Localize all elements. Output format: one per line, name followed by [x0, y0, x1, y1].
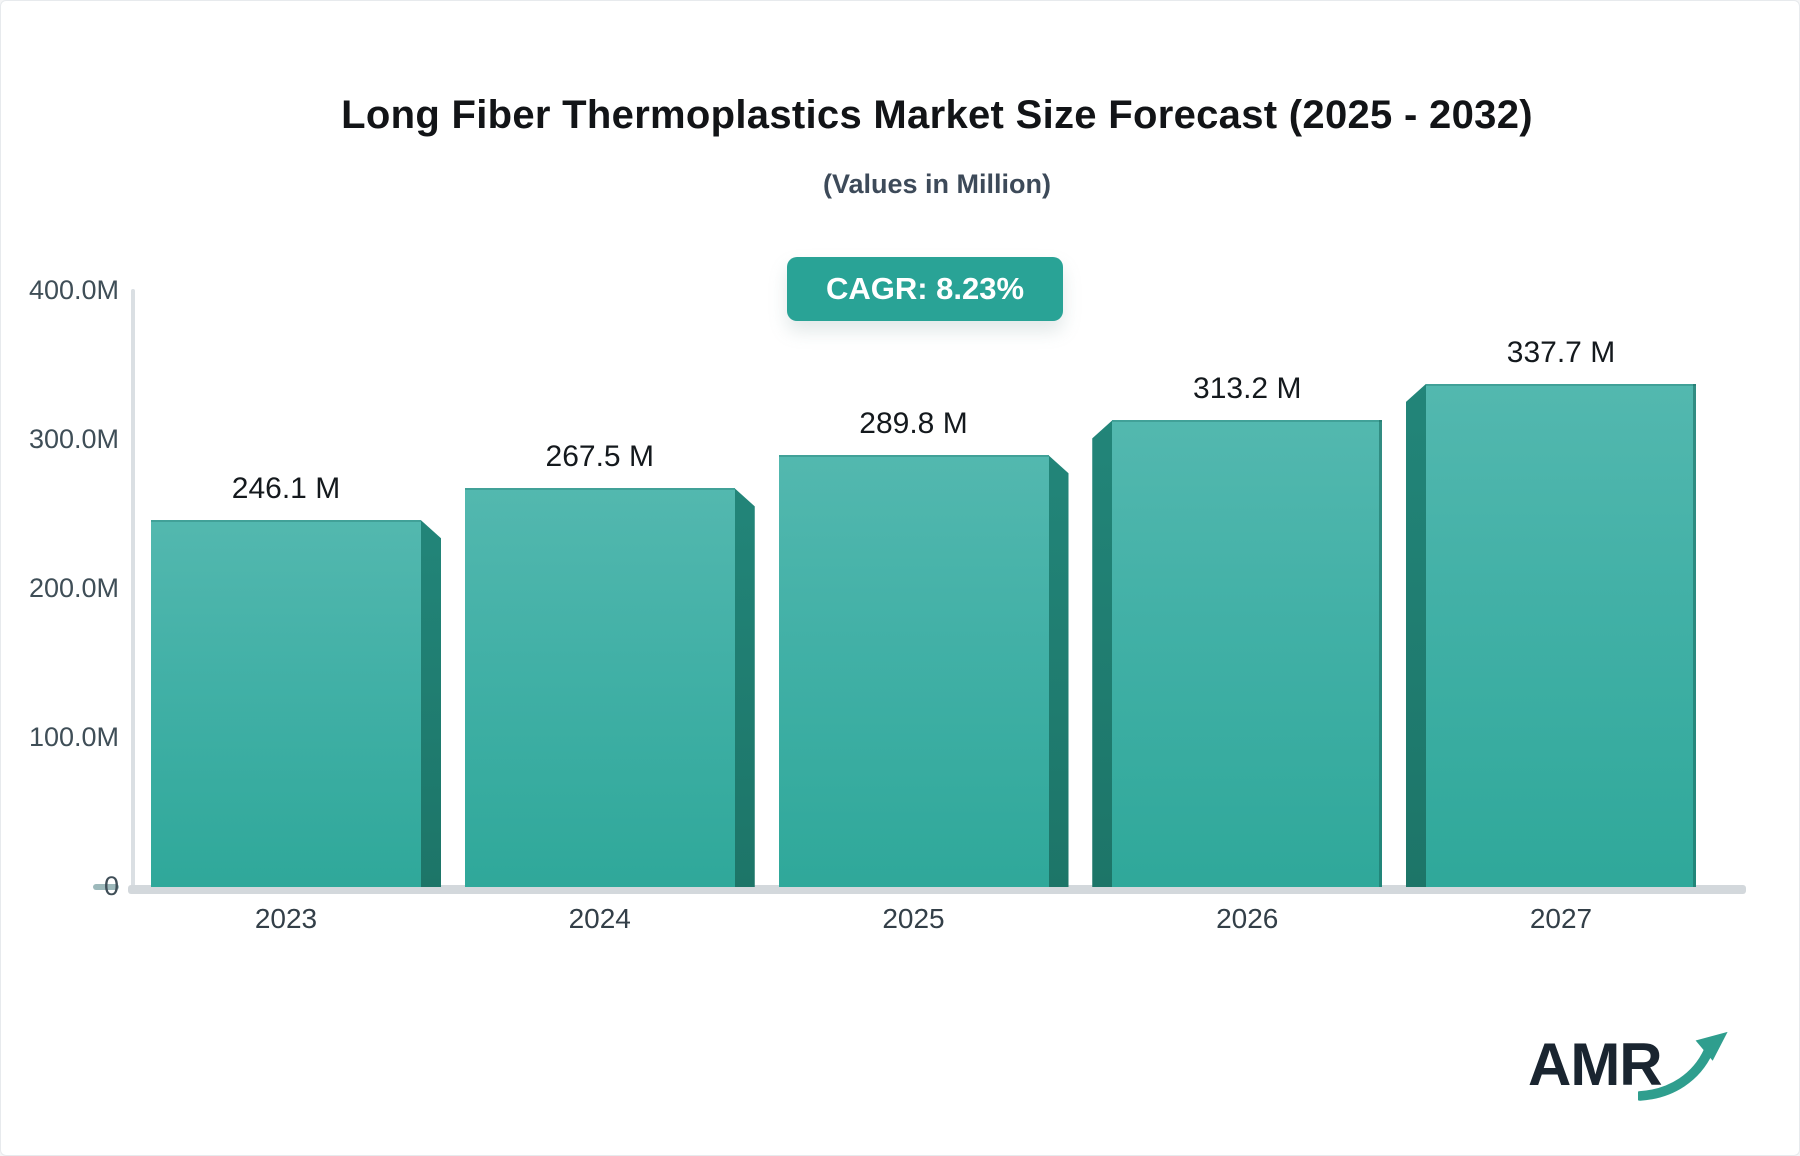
bar-value-label: 313.2 M — [1193, 372, 1302, 406]
bar-2025-side-face — [1048, 455, 1069, 887]
chart-subtitle: (Values in Million) — [822, 169, 1052, 199]
bar-2027 — [1426, 383, 1696, 887]
x-tick-label: 2023 — [254, 903, 318, 934]
bar-2023-side-face — [421, 520, 441, 887]
y-tick-label: 300.0M — [28, 424, 119, 454]
chart-title: Long Fiber Thermoplastics Market Size Fo… — [341, 93, 1533, 137]
y-tick-label: 400.0M — [28, 275, 119, 305]
bar-2024-side-face — [734, 488, 755, 887]
y-axis-zero-tick — [93, 884, 119, 890]
amr-logo: AMR — [1528, 1031, 1728, 1125]
bar-2026-side-face — [1092, 420, 1113, 887]
x-axis-line — [128, 885, 1746, 894]
amr-logo-text: AMR — [1528, 1031, 1663, 1098]
bar-value-label: 337.7 M — [1506, 335, 1616, 369]
x-tick-label: 2024 — [568, 903, 631, 934]
y-tick-label: 200.0M — [28, 573, 119, 603]
x-tick-label: 2025 — [882, 903, 945, 934]
growth-arrow-icon — [1638, 1031, 1728, 1101]
y-axis-line — [131, 289, 135, 889]
bar-2027-side-face — [1406, 383, 1426, 887]
bar-2024 — [464, 488, 735, 887]
y-tick-label: 100.0M — [28, 722, 119, 752]
bar-value-label: 267.5 M — [545, 440, 654, 474]
bar-value-label: 246.1 M — [231, 472, 341, 506]
x-tick-label: 2026 — [1216, 903, 1279, 934]
x-tick-label: 2027 — [1529, 903, 1593, 934]
bar-2025 — [778, 455, 1049, 887]
y-tick-label: 0 — [103, 871, 119, 901]
cagr-badge: CAGR: 8.23% — [787, 257, 1063, 321]
cagr-badge-label: CAGR: 8.23% — [825, 271, 1025, 306]
bar-2023 — [151, 520, 421, 887]
bar-value-label: 289.8 M — [859, 407, 968, 441]
bar-2026 — [1112, 420, 1383, 887]
